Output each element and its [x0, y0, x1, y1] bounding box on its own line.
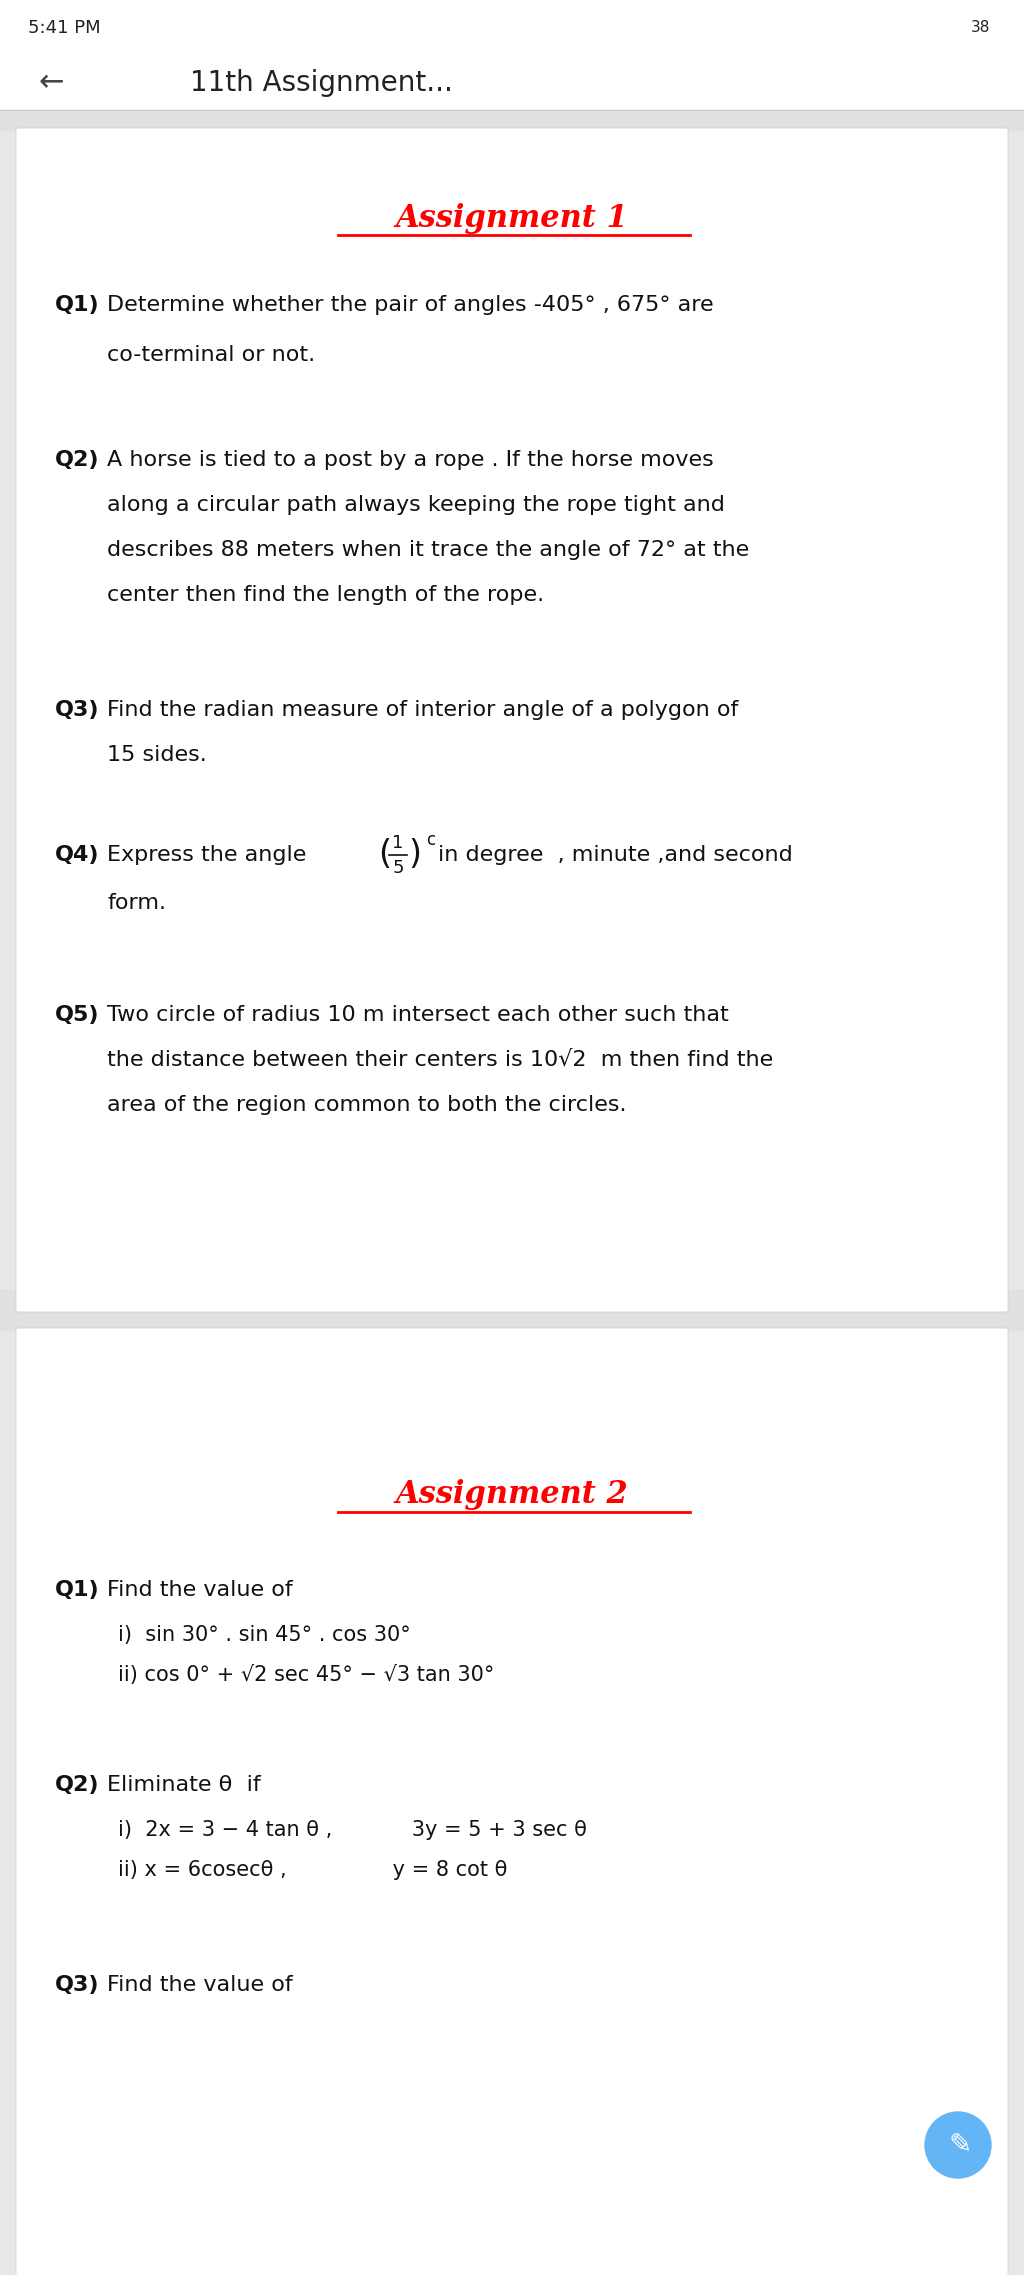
Text: 38: 38	[971, 20, 990, 36]
Text: c: c	[426, 830, 435, 849]
Text: Assignment 1: Assignment 1	[395, 202, 629, 234]
Text: Q4): Q4)	[55, 844, 99, 864]
Text: co-terminal or not.: co-terminal or not.	[106, 346, 315, 364]
Text: Q2): Q2)	[55, 1774, 99, 1795]
Text: Find the value of: Find the value of	[106, 1975, 293, 1995]
Text: describes 88 meters when it trace the angle of 72° at the: describes 88 meters when it trace the an…	[106, 539, 750, 560]
Text: i)  2x = 3 − 4 tan θ ,            3y = 5 + 3 sec θ: i) 2x = 3 − 4 tan θ , 3y = 5 + 3 sec θ	[118, 1820, 587, 1840]
Text: 15 sides.: 15 sides.	[106, 744, 207, 764]
Text: (: (	[378, 839, 391, 871]
FancyBboxPatch shape	[16, 1329, 1008, 2275]
Text: Express the angle: Express the angle	[106, 844, 313, 864]
Text: 11th Assignment...: 11th Assignment...	[190, 68, 453, 98]
Text: ii) cos 0° + √2 sec 45° − √3 tan 30°: ii) cos 0° + √2 sec 45° − √3 tan 30°	[118, 1665, 495, 1686]
Text: Find the value of: Find the value of	[106, 1581, 293, 1599]
Text: 5: 5	[392, 860, 403, 876]
Text: Find the radian measure of interior angle of a polygon of: Find the radian measure of interior angl…	[106, 701, 738, 719]
Text: A horse is tied to a post by a rope . If the horse moves: A horse is tied to a post by a rope . If…	[106, 450, 714, 471]
FancyBboxPatch shape	[16, 127, 1008, 1313]
Text: Q1): Q1)	[55, 296, 99, 314]
Text: ): )	[408, 839, 421, 871]
Circle shape	[925, 2111, 991, 2177]
Bar	[0, 0, 1024, 55]
Text: Q2): Q2)	[55, 450, 99, 471]
Text: Assignment 2: Assignment 2	[395, 1479, 629, 1511]
Bar	[0, 55, 1024, 109]
Text: center then find the length of the rope.: center then find the length of the rope.	[106, 585, 544, 605]
Text: 1: 1	[392, 835, 403, 853]
Text: i)  sin 30° . sin 45° . cos 30°: i) sin 30° . sin 45° . cos 30°	[118, 1624, 411, 1645]
Text: Q1): Q1)	[55, 1581, 99, 1599]
Text: Q3): Q3)	[55, 1975, 99, 1995]
Text: Determine whether the pair of angles -405° , 675° are: Determine whether the pair of angles -40…	[106, 296, 714, 314]
Text: ii) x = 6cosecθ ,                y = 8 cot θ: ii) x = 6cosecθ , y = 8 cot θ	[118, 1861, 507, 1879]
Bar	[0, 109, 1024, 130]
Text: along a circular path always keeping the rope tight and: along a circular path always keeping the…	[106, 496, 725, 514]
Text: Q3): Q3)	[55, 701, 99, 719]
Text: Q5): Q5)	[55, 1006, 99, 1026]
Text: Eliminate θ  if: Eliminate θ if	[106, 1774, 261, 1795]
Text: area of the region common to both the circles.: area of the region common to both the ci…	[106, 1094, 627, 1115]
Text: Two circle of radius 10 m intersect each other such that: Two circle of radius 10 m intersect each…	[106, 1006, 729, 1026]
Text: form.: form.	[106, 894, 166, 912]
Text: ✎: ✎	[948, 2132, 972, 2159]
Bar	[0, 1290, 1024, 1331]
Text: 5:41 PM: 5:41 PM	[28, 18, 100, 36]
Text: in degree  , minute ,and second: in degree , minute ,and second	[438, 844, 793, 864]
Text: the distance between their centers is 10√2  m then find the: the distance between their centers is 10…	[106, 1051, 773, 1069]
Text: ←: ←	[38, 68, 63, 98]
